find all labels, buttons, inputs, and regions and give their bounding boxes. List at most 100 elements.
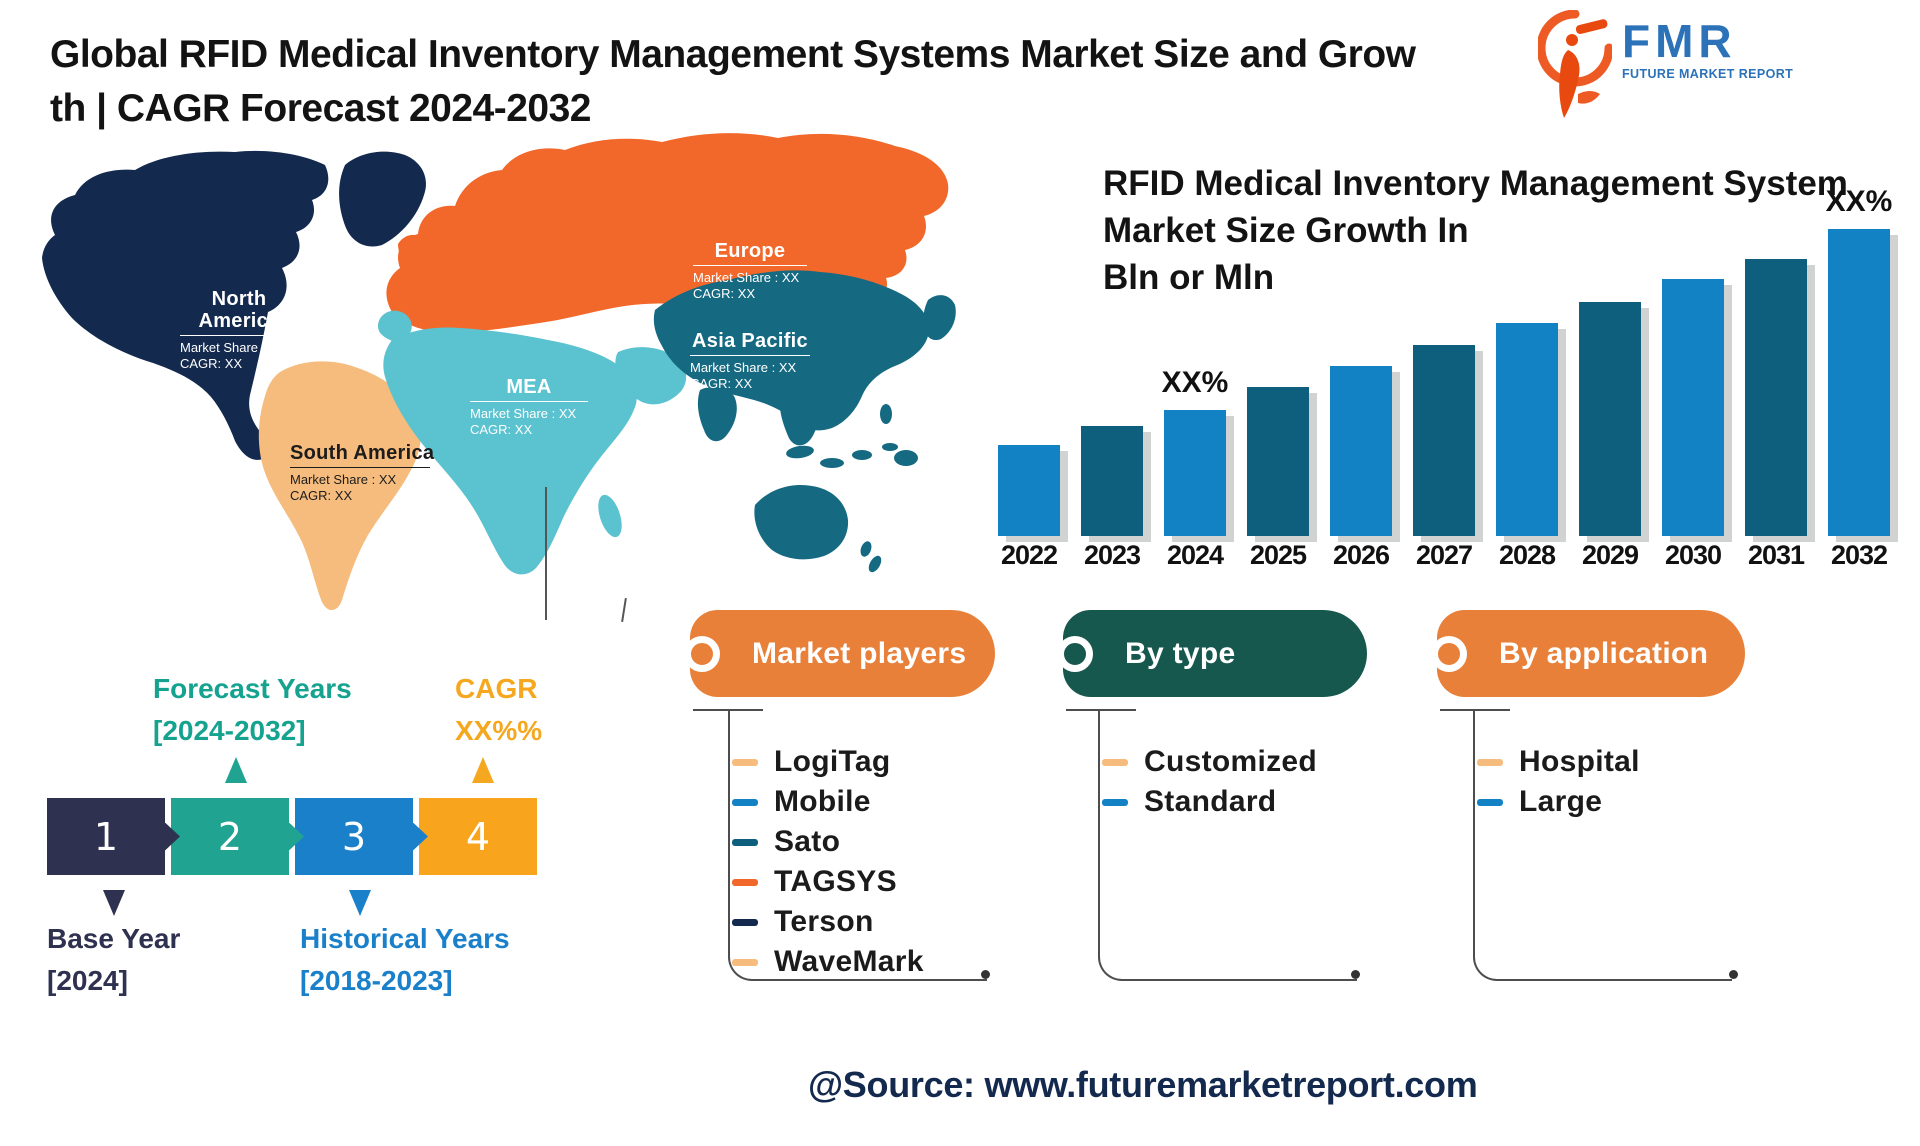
list-item: Standard [1102, 782, 1317, 822]
item-dash-icon [732, 918, 758, 926]
label-divider [690, 355, 810, 356]
list-item: Sato [732, 822, 924, 862]
map-label-europe: Europe Market Share : XX CAGR: XX [693, 240, 807, 302]
bracket-line [1098, 709, 1357, 981]
year-label-2029: 2029 [1581, 540, 1639, 570]
map-label-asia-pacific: Asia Pacific Market Share : XX CAGR: XX [690, 330, 810, 392]
year-label-2026: 2026 [1332, 540, 1390, 570]
historical-years-note: Historical Years [2018-2023] [300, 918, 510, 1002]
year-label-2030: 2030 [1664, 540, 1722, 570]
label-divider [180, 335, 298, 336]
region-name: Asia Pacific [692, 330, 808, 352]
region-cagr: CAGR: XX [180, 356, 243, 371]
timeline-segment-4: 4 [419, 798, 537, 875]
list-item: Customized [1102, 742, 1317, 782]
fmr-logo-abbr: FMR [1622, 15, 1737, 67]
page-title-line2: th | CAGR Forecast 2024-2032 [50, 87, 591, 130]
base-year-range: [2024] [47, 965, 128, 996]
item-label: Standard [1144, 785, 1277, 818]
section-banner: By type [1057, 610, 1367, 697]
region-market-share: Market Share : XX [290, 472, 397, 487]
year-label-2032: 2032 [1830, 540, 1888, 570]
bar-rect [1413, 345, 1475, 536]
item-label: Sato [774, 825, 841, 858]
year-label-2027: 2027 [1415, 540, 1473, 570]
map-label-south-america: South America Market Share : XX CAGR: XX [290, 442, 434, 504]
region-cagr: CAGR: XX [470, 422, 533, 437]
item-label: WaveMark [774, 945, 924, 978]
bracket-line [728, 709, 987, 981]
chart-title-line3: Bln or Mln [1103, 258, 1275, 297]
item-dash-icon [732, 798, 758, 806]
fmr-logo: FMR FUTURE MARKET REPORT [1538, 10, 1793, 122]
fmr-logo-icon [1538, 10, 1612, 118]
historical-years-range: [2018-2023] [300, 965, 453, 996]
item-dash-icon [1102, 798, 1128, 806]
bar-2025 [1247, 184, 1309, 536]
item-dash-icon [1477, 758, 1503, 766]
map-label-mea: MEA Market Share : XX CAGR: XX [470, 376, 588, 438]
bar-2026 [1330, 184, 1392, 536]
region-south-america-shape [258, 361, 421, 611]
timeline-segment-1: 1 [47, 798, 180, 875]
map-label-north-america: North America Market Share : XX CAGR: XX [180, 288, 298, 372]
region-market-share: Market Share : XX [693, 270, 800, 285]
chart-title-line1: RFID Medical Inventory Management System [1103, 164, 1848, 203]
section-item-list: Customized Standard [1102, 742, 1317, 822]
region-cagr: CAGR: XX [693, 286, 756, 301]
forecast-years-note: Forecast Years [2024-2032] [153, 668, 352, 752]
item-label: Mobile [774, 785, 871, 818]
item-label: Hospital [1519, 745, 1640, 778]
item-dash-icon [732, 878, 758, 886]
segment-number: 4 [465, 814, 491, 859]
bar-rect [1828, 229, 1890, 536]
bracket-line [1473, 709, 1732, 981]
region-name: MEA [506, 376, 552, 398]
list-item: Large [1477, 782, 1640, 822]
bar-2027 [1413, 184, 1475, 536]
bar-pct-label: XX% [1825, 185, 1893, 218]
section-banner: Market players [684, 610, 995, 697]
item-dash-icon [732, 758, 758, 766]
cagr-label: CAGR [455, 673, 538, 704]
section-banner: By application [1431, 610, 1745, 697]
bar-rect [1081, 426, 1143, 536]
timeline-segment-3: 3 [295, 798, 428, 875]
bar-rect [1247, 387, 1309, 536]
section-item-list: Hospital Large [1477, 742, 1640, 822]
year-label-2031: 2031 [1747, 540, 1805, 570]
label-divider [693, 265, 807, 266]
year-label-2022: 2022 [1000, 540, 1058, 570]
region-asia-pacific-shape [653, 270, 956, 573]
forecast-years-range: [2024-2032] [153, 715, 306, 746]
list-item: WaveMark [732, 942, 924, 982]
connector-line [545, 487, 547, 620]
list-item: Mobile [732, 782, 924, 822]
region-mea-shape [378, 310, 687, 575]
item-label: Large [1519, 785, 1603, 818]
item-label: TAGSYS [774, 865, 897, 898]
bar-2031 [1745, 184, 1807, 536]
list-item: Hospital [1477, 742, 1640, 782]
bar-chart-years: 2022 2023 2024 2025 2026 2027 2028 2029 2030 2031… [998, 540, 1890, 571]
list-item: Terson [732, 902, 924, 942]
segment-number: 2 [217, 814, 243, 859]
bar-rect [1662, 279, 1724, 536]
region-market-share: Market Share : XX [690, 360, 797, 375]
bracket-end-dot [1351, 970, 1360, 979]
item-label: Customized [1144, 745, 1318, 778]
forecast-years-label: Forecast Years [153, 673, 352, 704]
page-title: Global RFID Medical Inventory Management… [50, 28, 1610, 136]
region-cagr: CAGR: XX [690, 376, 753, 391]
region-cagr: CAGR: XX [290, 488, 353, 503]
chart-title-line2: Market Size Growth In [1103, 211, 1469, 250]
base-year-note: Base Year [2024] [47, 918, 180, 1002]
cagr-value: XX%% [455, 715, 543, 746]
year-label-2028: 2028 [1498, 540, 1556, 570]
year-label-2024: 2024 [1166, 540, 1224, 570]
section-item-list: LogiTag Mobile Sato TAGSYS Terson WaveMark [732, 742, 924, 982]
item-label: Terson [774, 905, 874, 938]
segment-number: 3 [341, 814, 367, 859]
timeline-bar: 1 2 3 4 [47, 798, 537, 875]
